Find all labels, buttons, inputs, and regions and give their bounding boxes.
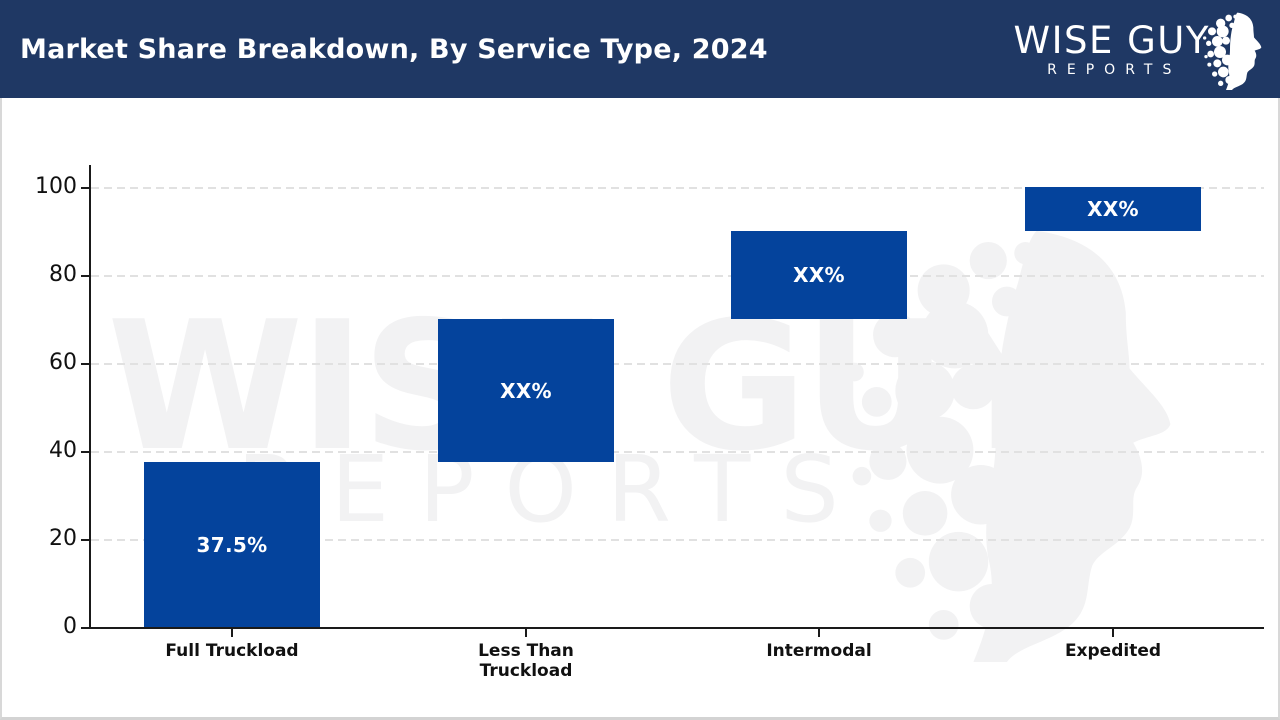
brand-name: WISE GUY <box>1013 19 1210 62</box>
brand-logo-text: WISE GUY REPORTS <box>1014 22 1210 78</box>
chart-canvas: WISE GUY REPORTS 0 20 40 60 80 100 37.5% Full T… <box>0 98 1280 720</box>
plot-area: 0 20 40 60 80 100 37.5% Full Truckload XX% Less T… <box>2 98 1278 717</box>
x-axis-tick <box>818 629 820 637</box>
header-band: Market Share Breakdown, By Service Type,… <box>0 0 1280 98</box>
gridline <box>91 275 1264 277</box>
y-axis-tick <box>81 187 89 189</box>
y-axis-line <box>89 165 91 629</box>
bar-value-label: XX% <box>500 378 552 403</box>
gridline <box>91 539 1264 541</box>
y-axis-tick <box>81 627 89 629</box>
x-axis-tick <box>231 629 233 637</box>
brand-logo: WISE GUY REPORTS <box>1014 8 1270 92</box>
gridline <box>91 363 1264 365</box>
y-axis-tick-label: 100 <box>35 174 77 199</box>
bar-value-label: 37.5% <box>196 532 268 557</box>
y-axis-tick <box>81 363 89 365</box>
x-axis-tick <box>525 629 527 637</box>
y-axis-tick <box>81 539 89 541</box>
y-axis-tick-label: 60 <box>49 350 77 375</box>
gridline <box>91 451 1264 453</box>
bar-less-than-truckload: XX% <box>438 319 614 462</box>
bar-full-truckload: 37.5% <box>144 462 320 627</box>
x-axis-line <box>89 627 1264 629</box>
gridline <box>91 187 1264 189</box>
x-axis-category-label: Full Truckload <box>165 641 299 661</box>
x-axis-tick <box>1112 629 1114 637</box>
x-axis-category-label: Less Than Truckload <box>478 641 574 682</box>
y-axis-tick-label: 40 <box>49 438 77 463</box>
bar-value-label: XX% <box>1087 197 1139 221</box>
y-axis-tick-label: 20 <box>49 526 77 551</box>
bar-expedited: XX% <box>1025 187 1201 231</box>
y-axis-tick-label: 80 <box>49 262 77 287</box>
x-axis-category-label: Expedited <box>1064 641 1162 661</box>
bar-value-label: XX% <box>793 263 845 287</box>
chart-title: Market Share Breakdown, By Service Type,… <box>20 33 768 65</box>
y-axis-tick <box>81 451 89 453</box>
y-axis-tick-label: 0 <box>63 614 77 639</box>
x-axis-category-label: Intermodal <box>766 641 872 661</box>
brand-head-icon <box>1198 10 1270 90</box>
brand-subtitle: REPORTS <box>1047 62 1182 78</box>
bar-intermodal: XX% <box>731 231 907 319</box>
y-axis-tick <box>81 275 89 277</box>
